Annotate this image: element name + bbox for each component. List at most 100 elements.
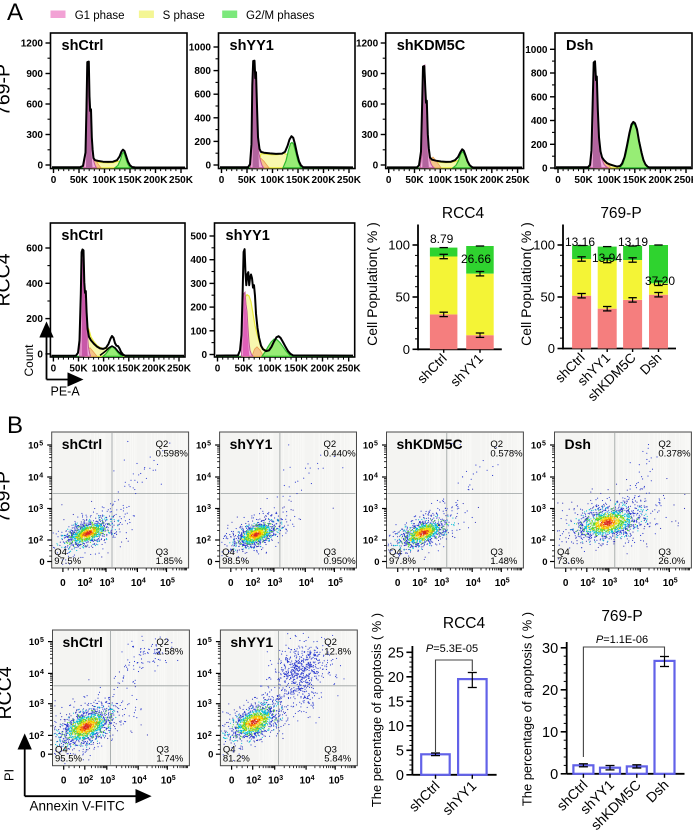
svg-text:10: 10 — [634, 578, 646, 589]
svg-text:2: 2 — [257, 775, 261, 782]
svg-text:4: 4 — [542, 473, 546, 480]
svg-text:Count: Count — [22, 344, 36, 377]
svg-text:10: 10 — [245, 578, 257, 589]
svg-text:2: 2 — [542, 536, 546, 543]
svg-text:0: 0 — [39, 557, 44, 568]
svg-text:769-P: 769-P — [601, 608, 642, 625]
svg-text:Annexin V-FITC: Annexin V-FITC — [30, 799, 126, 814]
svg-text:4: 4 — [39, 473, 43, 480]
svg-text:RCC4: RCC4 — [442, 205, 485, 222]
svg-text:50K: 50K — [238, 175, 257, 186]
svg-text:10: 10 — [363, 473, 374, 484]
svg-text:2: 2 — [208, 731, 212, 738]
svg-text:10: 10 — [29, 637, 40, 648]
svg-text:0: 0 — [207, 557, 212, 568]
svg-text:10: 10 — [28, 536, 39, 547]
svg-text:10: 10 — [299, 578, 311, 589]
svg-text:3: 3 — [374, 504, 378, 511]
svg-text:250K: 250K — [506, 175, 531, 186]
svg-text:shYY1: shYY1 — [226, 228, 270, 244]
svg-text:400: 400 — [26, 279, 43, 290]
svg-text:100: 100 — [533, 238, 555, 253]
svg-text:10: 10 — [531, 441, 542, 452]
svg-text:Q4: Q4 — [54, 547, 67, 558]
svg-text:10: 10 — [29, 731, 40, 742]
svg-text:0: 0 — [61, 776, 67, 787]
svg-text:4: 4 — [207, 473, 211, 480]
svg-text:Cell Population( % ): Cell Population( % ) — [518, 222, 534, 346]
svg-text:300: 300 — [26, 130, 43, 141]
svg-text:600: 600 — [362, 100, 379, 111]
svg-text:200: 200 — [194, 137, 211, 148]
svg-text:4: 4 — [142, 578, 146, 585]
svg-text:10: 10 — [542, 725, 558, 741]
svg-text:0: 0 — [201, 350, 207, 361]
svg-text:10: 10 — [388, 719, 404, 735]
svg-text:200K: 200K — [311, 364, 336, 375]
svg-text:50: 50 — [396, 290, 410, 305]
svg-text:50K: 50K — [69, 364, 88, 375]
svg-text:26.0%: 26.0% — [658, 556, 685, 567]
svg-text:2: 2 — [89, 775, 93, 782]
svg-text:600: 600 — [194, 90, 211, 101]
svg-text:3: 3 — [39, 504, 43, 511]
svg-text:150K: 150K — [118, 175, 143, 186]
svg-text:37.20: 37.20 — [645, 274, 675, 288]
svg-text:100K: 100K — [428, 175, 453, 186]
svg-text:0: 0 — [403, 342, 410, 357]
svg-text:800: 800 — [194, 66, 211, 77]
svg-text:2: 2 — [207, 536, 211, 543]
svg-text:4: 4 — [208, 669, 212, 676]
svg-text:0: 0 — [550, 767, 558, 783]
svg-text:0: 0 — [229, 776, 235, 787]
svg-text:10: 10 — [196, 473, 207, 484]
svg-text:769-P: 769-P — [0, 64, 15, 116]
svg-text:10: 10 — [663, 578, 675, 589]
svg-text:15: 15 — [388, 694, 404, 710]
svg-text:97.8%: 97.8% — [389, 556, 416, 567]
svg-text:4: 4 — [143, 775, 147, 782]
svg-text:100K: 100K — [92, 364, 117, 375]
svg-text:10: 10 — [580, 578, 592, 589]
svg-text:10: 10 — [531, 504, 542, 515]
svg-text:3: 3 — [208, 699, 212, 706]
svg-text:0.598%: 0.598% — [156, 449, 189, 460]
svg-text:50: 50 — [541, 290, 555, 305]
svg-text:0: 0 — [37, 161, 43, 172]
svg-text:Dsh: Dsh — [566, 38, 593, 54]
svg-text:0: 0 — [219, 175, 225, 186]
svg-text:5: 5 — [396, 743, 404, 759]
svg-text:5: 5 — [171, 578, 175, 585]
svg-text:S phase: S phase — [163, 10, 205, 22]
svg-text:10: 10 — [531, 473, 542, 484]
svg-text:10: 10 — [100, 776, 112, 787]
svg-text:5: 5 — [39, 441, 43, 448]
svg-text:0: 0 — [374, 557, 379, 568]
svg-text:10: 10 — [29, 669, 40, 680]
svg-text:10: 10 — [28, 473, 39, 484]
svg-text:RCC4: RCC4 — [443, 615, 486, 632]
svg-text:B: B — [7, 412, 23, 439]
svg-text:10: 10 — [28, 441, 39, 452]
svg-text:10: 10 — [197, 669, 208, 680]
svg-text:0: 0 — [205, 161, 211, 172]
svg-text:81.2%: 81.2% — [223, 754, 250, 765]
svg-text:100: 100 — [190, 326, 207, 337]
svg-text:5: 5 — [542, 441, 546, 448]
svg-text:2: 2 — [423, 578, 427, 585]
svg-text:Q3: Q3 — [324, 547, 337, 558]
svg-text:1000: 1000 — [189, 43, 212, 54]
svg-text:95.5%: 95.5% — [55, 754, 82, 765]
svg-text:97.5%: 97.5% — [54, 556, 81, 567]
svg-text:10: 10 — [466, 578, 478, 589]
svg-text:G2/M phases: G2/M phases — [246, 10, 315, 22]
svg-text:13.94: 13.94 — [592, 251, 622, 265]
svg-text:769-P: 769-P — [0, 471, 15, 523]
svg-text:200K: 200K — [144, 175, 169, 186]
svg-text:Q2: Q2 — [658, 439, 671, 450]
svg-text:10: 10 — [495, 578, 507, 589]
svg-text:4: 4 — [477, 578, 481, 585]
svg-text:200K: 200K — [648, 175, 673, 186]
svg-text:400: 400 — [194, 113, 211, 124]
svg-text:100K: 100K — [258, 364, 283, 375]
